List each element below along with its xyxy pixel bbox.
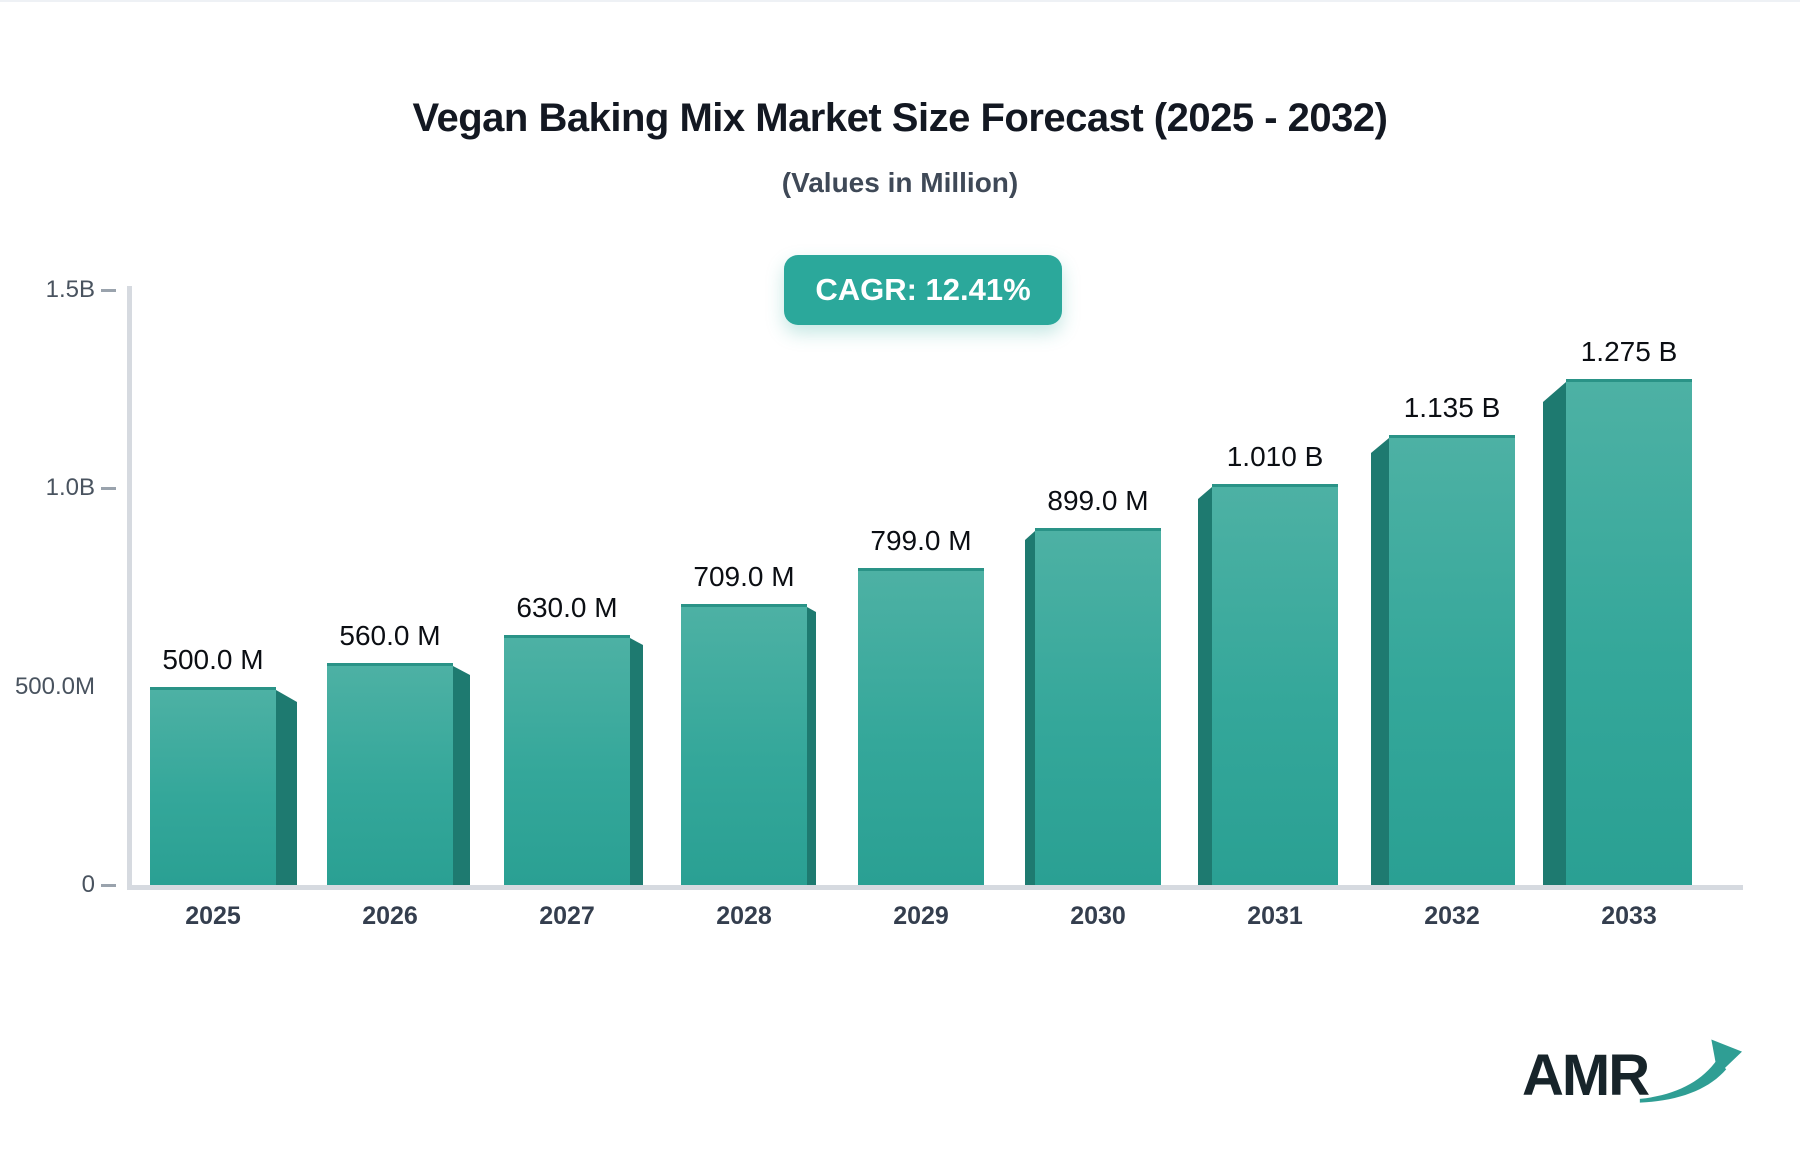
x-axis-label: 2026 [362,902,418,930]
bar-2028 [681,604,816,885]
bar-side-face [1025,531,1035,885]
x-axis-label: 2029 [893,902,949,930]
bar-value-label: 630.0 M [516,592,618,623]
bar-value-label: 899.0 M [1047,485,1149,516]
bar-side-face [1543,382,1566,885]
bar-side-face [630,638,643,885]
y-tick-mark [101,487,116,490]
y-tick-label: 0 [81,871,95,898]
bar-value-label: 1.275 B [1580,336,1678,367]
x-axis-label: 2028 [716,902,772,930]
bar-2025 [150,687,297,885]
y-tick-mark [101,289,116,292]
x-axis-label: 2032 [1424,902,1480,930]
brand-logo: AMR [1522,1030,1762,1120]
y-axis-line [127,286,132,890]
bar-value-label: 1.010 B [1226,441,1324,472]
x-axis-line [127,885,1743,890]
chart-subtitle: (Values in Million) [781,167,1019,198]
bar-2027 [504,635,643,885]
chart-title: Vegan Baking Mix Market Size Forecast (2… [412,96,1388,140]
bar-side-face [807,607,816,885]
x-axis-label: 2027 [539,902,595,930]
y-tick-label: 1.0B [45,474,95,501]
bar-side-face [453,666,470,885]
bar-2030 [1025,528,1161,885]
bar-2029 [858,568,984,885]
bar-value-label: 1.135 B [1403,392,1501,423]
x-axis-label: 2030 [1070,902,1126,930]
bar-value-label: 560.0 M [339,620,441,651]
brand-logo-text: AMR [1522,1042,1650,1108]
bar-2033 [1543,379,1692,885]
x-axis-label: 2033 [1601,902,1657,930]
y-tick-label: 1.5B [45,276,95,303]
bar-value-label: 709.0 M [693,561,795,592]
bar-side-face [1198,487,1212,885]
bar-2032 [1371,435,1515,885]
x-axis-label: 2025 [185,902,241,930]
y-tick-label: 500.0M [14,673,95,700]
cagr-badge-label: CAGR: 12.41% [815,272,1031,307]
y-tick-mark [101,884,116,887]
bar-2031 [1198,484,1338,885]
bar-value-label: 500.0 M [162,644,264,675]
bar-2026 [327,663,470,885]
bar-side-face [1371,438,1389,885]
cagr-badge: CAGR: 12.41% [784,255,1062,325]
bar-side-face [276,690,297,885]
growth-arrow-icon [1639,1039,1743,1103]
x-axis-label: 2031 [1247,902,1303,930]
bar-value-label: 799.0 M [870,525,972,556]
